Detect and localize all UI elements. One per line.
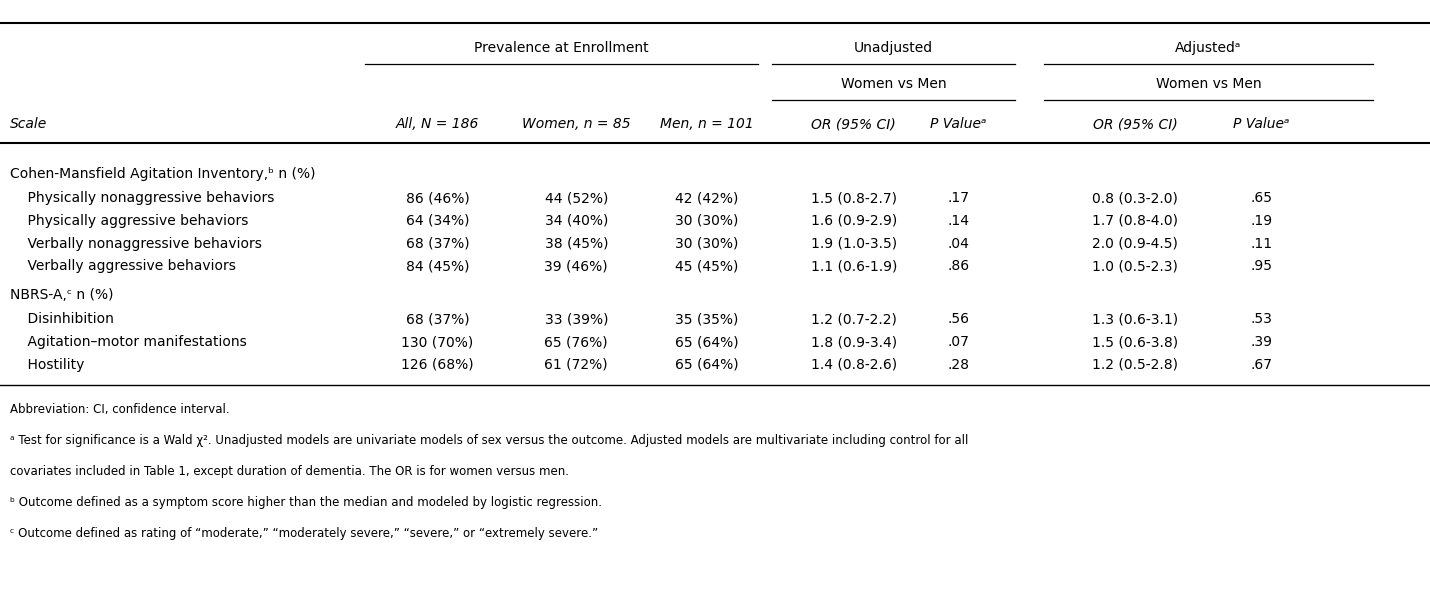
Text: 126 (68%): 126 (68%): [402, 358, 473, 372]
Text: 39 (46%): 39 (46%): [545, 259, 608, 274]
Text: ᶜ Outcome defined as rating of “moderate,” “moderately severe,” “severe,” or “ex: ᶜ Outcome defined as rating of “moderate…: [10, 527, 598, 541]
Text: OR (95% CI): OR (95% CI): [811, 117, 897, 131]
Text: 33 (39%): 33 (39%): [545, 312, 608, 326]
Text: 42 (42%): 42 (42%): [675, 191, 738, 205]
Text: Verbally aggressive behaviors: Verbally aggressive behaviors: [10, 259, 236, 274]
Text: .07: .07: [947, 335, 970, 349]
Text: .67: .67: [1250, 358, 1273, 372]
Text: 1.8 (0.9-3.4): 1.8 (0.9-3.4): [811, 335, 897, 349]
Text: .86: .86: [947, 259, 970, 274]
Text: 65 (64%): 65 (64%): [675, 358, 738, 372]
Text: Disinhibition: Disinhibition: [10, 312, 114, 326]
Text: ᵃ Test for significance is a Wald χ². Unadjusted models are univariate models of: ᵃ Test for significance is a Wald χ². Un…: [10, 434, 968, 447]
Text: 30 (30%): 30 (30%): [675, 214, 738, 228]
Text: 35 (35%): 35 (35%): [675, 312, 738, 326]
Text: ᵇ Outcome defined as a symptom score higher than the median and modeled by logis: ᵇ Outcome defined as a symptom score hig…: [10, 496, 602, 509]
Text: Agitation–motor manifestations: Agitation–motor manifestations: [10, 335, 247, 349]
Text: 64 (34%): 64 (34%): [406, 214, 469, 228]
Text: .28: .28: [947, 358, 970, 372]
Text: .19: .19: [1250, 214, 1273, 228]
Text: Women vs Men: Women vs Men: [1155, 77, 1261, 91]
Text: 130 (70%): 130 (70%): [402, 335, 473, 349]
Text: Physically nonaggressive behaviors: Physically nonaggressive behaviors: [10, 191, 275, 205]
Text: 44 (52%): 44 (52%): [545, 191, 608, 205]
Text: .04: .04: [947, 236, 970, 251]
Text: 38 (45%): 38 (45%): [545, 236, 608, 251]
Text: .17: .17: [947, 191, 970, 205]
Text: 1.2 (0.5-2.8): 1.2 (0.5-2.8): [1093, 358, 1178, 372]
Text: 2.0 (0.9-4.5): 2.0 (0.9-4.5): [1093, 236, 1178, 251]
Text: P Valueᵃ: P Valueᵃ: [930, 117, 987, 131]
Text: covariates included in Table 1, except duration of dementia. The OR is for women: covariates included in Table 1, except d…: [10, 465, 569, 478]
Text: 0.8 (0.3-2.0): 0.8 (0.3-2.0): [1093, 191, 1178, 205]
Text: 1.9 (1.0-3.5): 1.9 (1.0-3.5): [811, 236, 897, 251]
Text: All, N = 186: All, N = 186: [396, 117, 479, 131]
Text: 1.4 (0.8-2.6): 1.4 (0.8-2.6): [811, 358, 897, 372]
Text: Physically aggressive behaviors: Physically aggressive behaviors: [10, 214, 249, 228]
Text: .95: .95: [1250, 259, 1273, 274]
Text: 61 (72%): 61 (72%): [545, 358, 608, 372]
Text: NBRS-A,ᶜ n (%): NBRS-A,ᶜ n (%): [10, 288, 113, 302]
Text: .53: .53: [1250, 312, 1273, 326]
Text: 1.2 (0.7-2.2): 1.2 (0.7-2.2): [811, 312, 897, 326]
Text: Women vs Men: Women vs Men: [841, 77, 947, 91]
Text: Scale: Scale: [10, 117, 47, 131]
Text: Cohen-Mansfield Agitation Inventory,ᵇ n (%): Cohen-Mansfield Agitation Inventory,ᵇ n …: [10, 167, 316, 181]
Text: OR (95% CI): OR (95% CI): [1093, 117, 1178, 131]
Text: 65 (76%): 65 (76%): [545, 335, 608, 349]
Text: 1.5 (0.8-2.7): 1.5 (0.8-2.7): [811, 191, 897, 205]
Text: .65: .65: [1250, 191, 1273, 205]
Text: Abbreviation: CI, confidence interval.: Abbreviation: CI, confidence interval.: [10, 403, 230, 416]
Text: Men, n = 101: Men, n = 101: [659, 117, 754, 131]
Text: 30 (30%): 30 (30%): [675, 236, 738, 251]
Text: Hostility: Hostility: [10, 358, 84, 372]
Text: Adjustedᵃ: Adjustedᵃ: [1175, 41, 1241, 55]
Text: .56: .56: [947, 312, 970, 326]
Text: .39: .39: [1250, 335, 1273, 349]
Text: 84 (45%): 84 (45%): [406, 259, 469, 274]
Text: 1.0 (0.5-2.3): 1.0 (0.5-2.3): [1093, 259, 1178, 274]
Text: P Valueᵃ: P Valueᵃ: [1233, 117, 1290, 131]
Text: 1.7 (0.8-4.0): 1.7 (0.8-4.0): [1093, 214, 1178, 228]
Text: 65 (64%): 65 (64%): [675, 335, 738, 349]
Text: 45 (45%): 45 (45%): [675, 259, 738, 274]
Text: 86 (46%): 86 (46%): [406, 191, 469, 205]
Text: 1.6 (0.9-2.9): 1.6 (0.9-2.9): [811, 214, 897, 228]
Text: Unadjusted: Unadjusted: [854, 41, 934, 55]
Text: 68 (37%): 68 (37%): [406, 312, 469, 326]
Text: Prevalence at Enrollment: Prevalence at Enrollment: [473, 41, 649, 55]
Text: 1.3 (0.6-3.1): 1.3 (0.6-3.1): [1093, 312, 1178, 326]
Text: 34 (40%): 34 (40%): [545, 214, 608, 228]
Text: Verbally nonaggressive behaviors: Verbally nonaggressive behaviors: [10, 236, 262, 251]
Text: 1.5 (0.6-3.8): 1.5 (0.6-3.8): [1093, 335, 1178, 349]
Text: .14: .14: [947, 214, 970, 228]
Text: .11: .11: [1250, 236, 1273, 251]
Text: Women, n = 85: Women, n = 85: [522, 117, 631, 131]
Text: 1.1 (0.6-1.9): 1.1 (0.6-1.9): [811, 259, 897, 274]
Text: 68 (37%): 68 (37%): [406, 236, 469, 251]
